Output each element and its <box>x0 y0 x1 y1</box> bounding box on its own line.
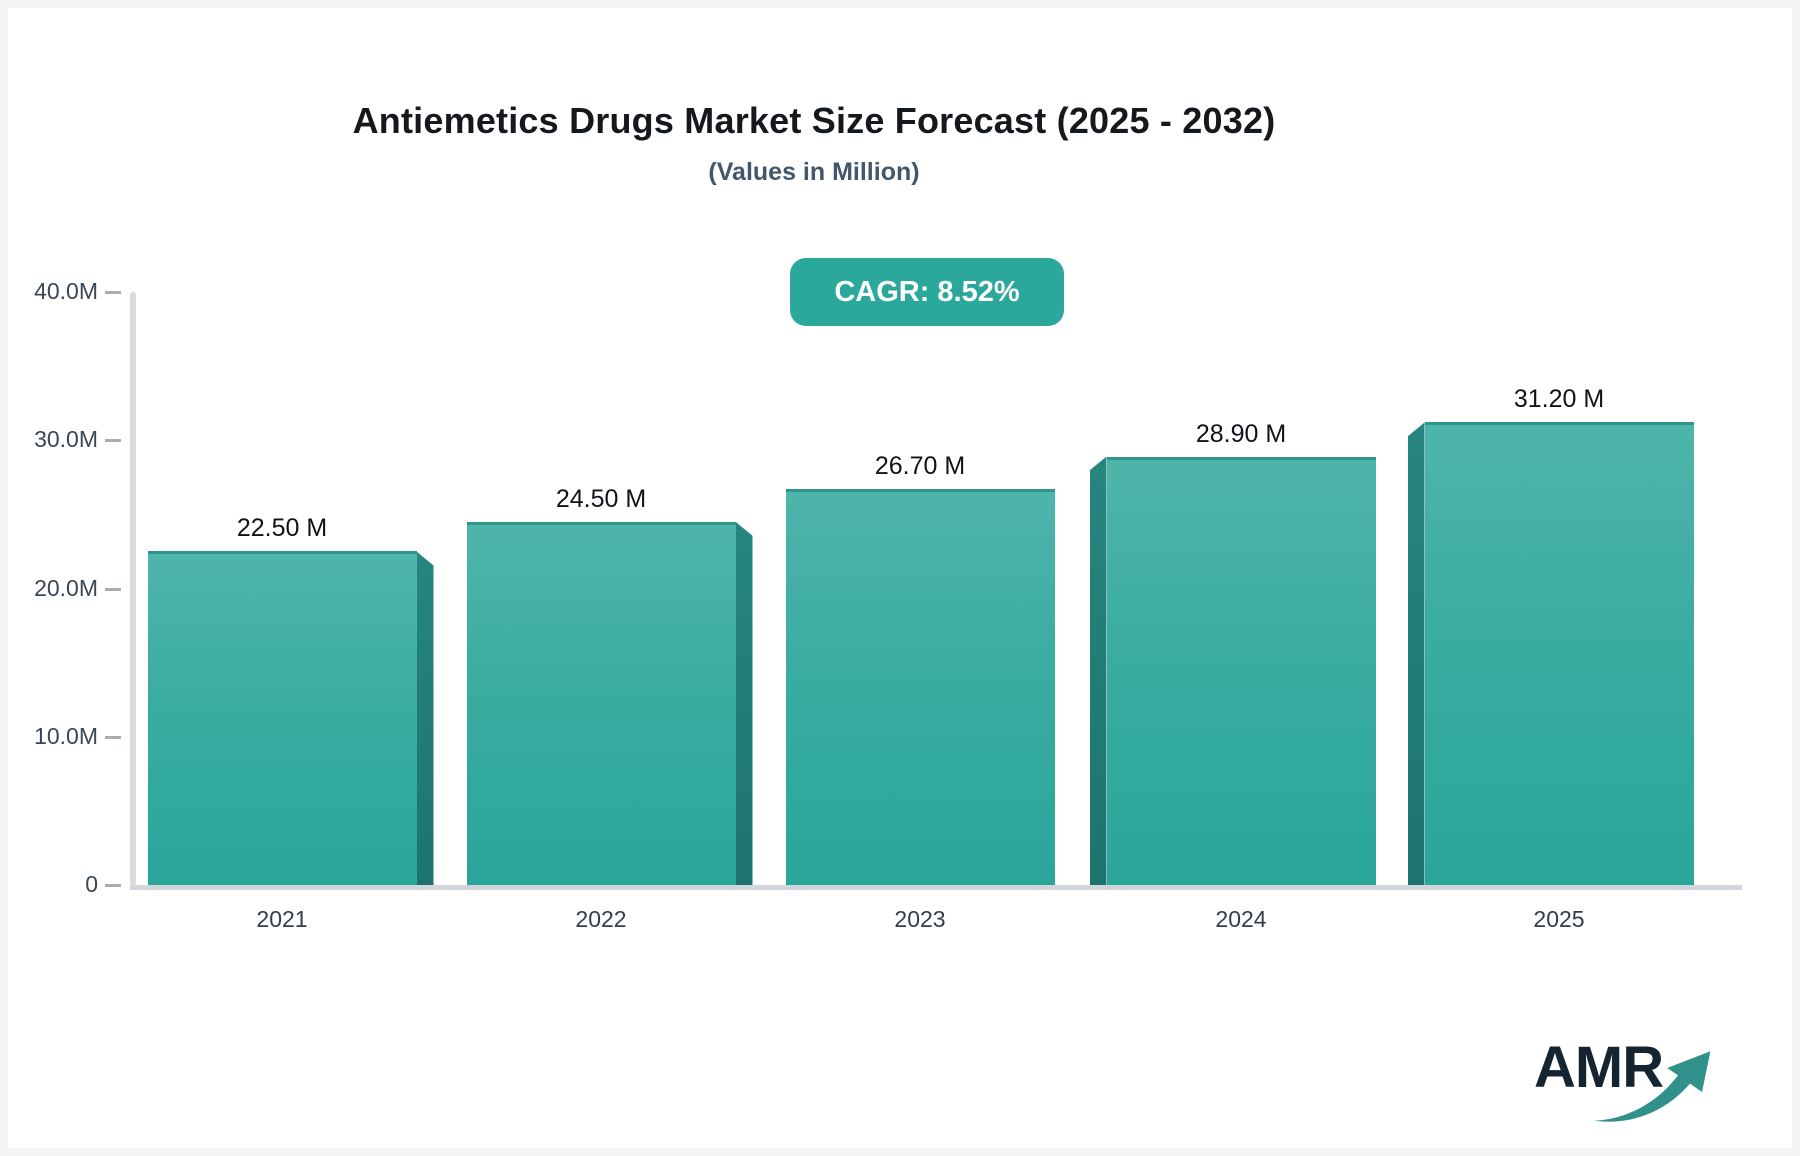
amr-logo: AMR <box>1518 1030 1738 1140</box>
y-axis-tick-label: 10.0M <box>34 722 98 749</box>
y-axis-tick-label: 0 <box>85 871 98 897</box>
x-axis-label: 2022 <box>575 906 627 932</box>
x-axis-label: 2024 <box>1215 906 1267 932</box>
chart-card: Antiemetics Drugs Market Size Forecast (… <box>8 8 1792 1148</box>
y-axis-tick-mark <box>105 884 121 887</box>
y-axis-tick-label: 20.0M <box>34 574 98 601</box>
x-axis-label: 2025 <box>1533 906 1585 932</box>
bar-3d-side <box>416 551 434 885</box>
y-axis-tick-mark <box>105 291 121 294</box>
bar-value-label: 31.20 M <box>1513 385 1605 414</box>
y-axis-tick-label: 40.0M <box>34 278 98 304</box>
bar-3d-side <box>1089 456 1107 885</box>
bar-2023 <box>785 489 1055 885</box>
x-axis-line <box>130 885 1742 890</box>
chart-subtitle: (Values in Million) <box>708 158 920 186</box>
bar-value-label: 22.50 M <box>236 514 328 543</box>
bar-3d-side <box>735 521 753 885</box>
y-axis-line <box>130 292 136 886</box>
y-axis-tick-mark <box>105 439 121 443</box>
y-axis-tick-mark <box>105 735 121 739</box>
y-axis-tick-mark <box>105 587 121 591</box>
bar-value-label: 26.70 M <box>874 452 966 481</box>
bar-2021 <box>147 551 417 885</box>
bar-value-label: 24.50 M <box>555 484 647 513</box>
x-axis-label: 2021 <box>256 906 308 932</box>
bar-2025 <box>1424 422 1694 885</box>
bar-2024 <box>1106 456 1376 885</box>
bar-3d-side <box>1407 422 1425 885</box>
chart-title: Antiemetics Drugs Market Size Forecast (… <box>352 100 1276 141</box>
cagr-badge: CAGR: 8.52% <box>790 258 1064 326</box>
y-axis-tick-label: 30.0M <box>34 426 98 453</box>
cagr-badge-label: CAGR: 8.52% <box>834 275 1020 308</box>
bar-2022 <box>466 521 736 885</box>
bar-chart: 40.0M 30.0M 20.0M 10.0M 0 22.50 M 2021 24.50 M 2… <box>8 8 1792 1148</box>
growth-arrow-icon <box>1594 1051 1711 1122</box>
bar-value-label: 28.90 M <box>1195 419 1287 448</box>
x-axis-label: 2023 <box>894 906 946 932</box>
amr-logo-text: AMR <box>1534 1035 1664 1100</box>
